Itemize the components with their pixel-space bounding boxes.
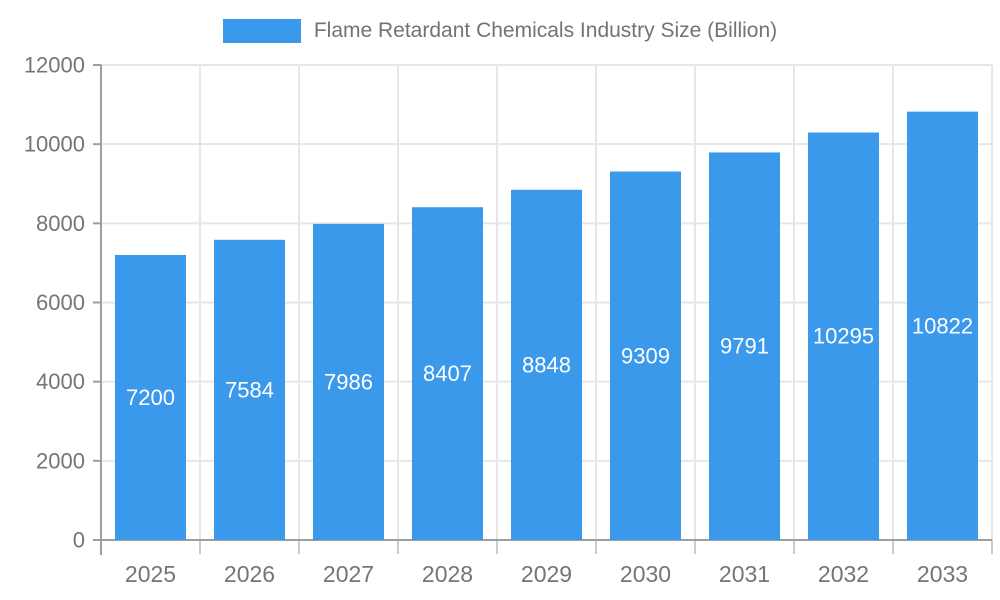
x-tick-label-2026: 2026 bbox=[224, 561, 275, 587]
bar-value-label-2032: 10295 bbox=[813, 324, 874, 349]
bar-value-label-2030: 9309 bbox=[621, 343, 670, 368]
bar-value-label-2025: 7200 bbox=[126, 385, 175, 410]
y-tick-label-2000: 2000 bbox=[36, 448, 85, 473]
x-tick-label-2030: 2030 bbox=[620, 561, 671, 587]
bar-2025[interactable] bbox=[115, 255, 186, 540]
bar-2032[interactable] bbox=[808, 132, 879, 541]
x-tick-label-2027: 2027 bbox=[323, 561, 374, 587]
bar-value-label-2031: 9791 bbox=[720, 334, 769, 359]
legend-swatch bbox=[222, 19, 301, 43]
x-tick-label-2029: 2029 bbox=[521, 561, 572, 587]
y-tick-label-0: 0 bbox=[73, 528, 85, 553]
bar-2033[interactable] bbox=[907, 111, 978, 541]
x-tick-label-2028: 2028 bbox=[422, 561, 473, 587]
x-tick-label-2025: 2025 bbox=[125, 561, 176, 587]
bar-value-label-2028: 8407 bbox=[423, 361, 472, 386]
y-tick-label-6000: 6000 bbox=[36, 290, 85, 315]
bar-value-label-2033: 10822 bbox=[912, 313, 973, 338]
x-tick-label-2032: 2032 bbox=[818, 561, 869, 587]
y-tick-label-4000: 4000 bbox=[36, 369, 85, 394]
bar-2030[interactable] bbox=[610, 171, 681, 541]
legend-label: Flame Retardant Chemicals Industry Size … bbox=[313, 19, 778, 42]
bar-2027[interactable] bbox=[313, 223, 384, 540]
x-tick-label-2033: 2033 bbox=[917, 561, 968, 587]
x-tick-label-2031: 2031 bbox=[719, 561, 770, 587]
legend[interactable]: Flame Retardant Chemicals Industry Size … bbox=[0, 19, 1000, 43]
y-tick-label-8000: 8000 bbox=[36, 211, 85, 236]
bar-2026[interactable] bbox=[214, 239, 285, 541]
bar-2031[interactable] bbox=[709, 152, 780, 541]
bar-value-label-2026: 7584 bbox=[225, 377, 274, 402]
y-tick-label-12000: 12000 bbox=[24, 53, 85, 78]
bar-2028[interactable] bbox=[412, 207, 483, 541]
bar-value-label-2029: 8848 bbox=[522, 352, 571, 377]
bar-value-label-2027: 7986 bbox=[324, 369, 373, 394]
y-tick-label-10000: 10000 bbox=[24, 132, 85, 157]
bar-2029[interactable] bbox=[511, 189, 582, 540]
